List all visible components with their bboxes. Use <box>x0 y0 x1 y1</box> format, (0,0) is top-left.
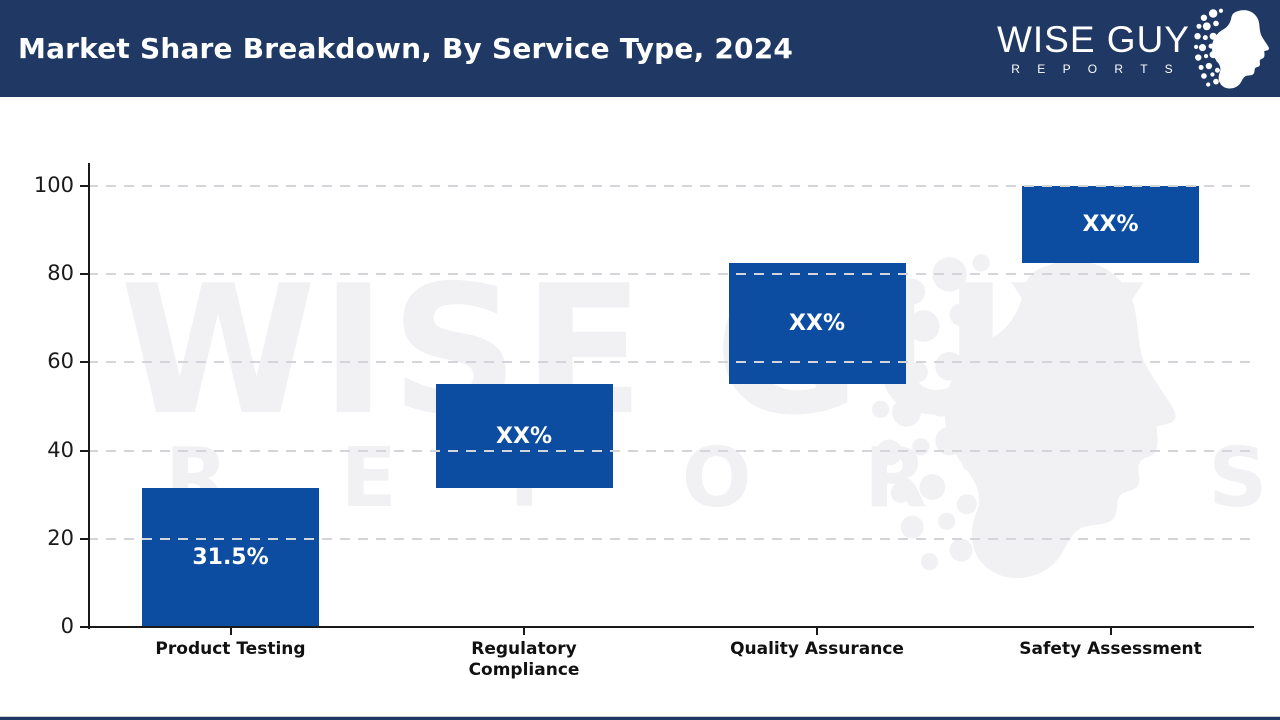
logo-subtitle: R E P O R T S <box>1011 62 1180 76</box>
y-axis-tick-label: 20 <box>47 525 74 550</box>
x-axis-category-label: Product Testing <box>155 639 306 659</box>
x-axis-tick-mark <box>229 628 232 635</box>
bar-segment: XX% <box>728 263 906 385</box>
y-axis-tick-label: 60 <box>47 349 74 374</box>
logo-text: WISE GUY R E P O R T S <box>997 21 1190 76</box>
y-axis-tick-mark <box>80 185 88 187</box>
gridline <box>88 273 1253 276</box>
bar-segment: 31.5% <box>142 488 319 627</box>
x-axis-category-label: Quality Assurance <box>730 639 904 659</box>
y-axis-tick-mark <box>80 361 88 364</box>
logo-face-icon <box>1194 8 1269 89</box>
gridline <box>88 361 1253 364</box>
x-axis-category-label: Safety Assessment <box>1019 639 1202 659</box>
footer-divider <box>0 716 1280 717</box>
header-bar: Market Share Breakdown, By Service Type,… <box>0 0 1280 97</box>
bar-value-label: XX% <box>1082 212 1139 238</box>
y-axis-tick-label: 0 <box>60 614 74 638</box>
y-axis-tick-mark <box>80 537 88 540</box>
y-axis-tick-mark <box>80 273 88 276</box>
page-title: Market Share Breakdown, By Service Type,… <box>18 32 794 65</box>
y-axis-tick-mark <box>80 626 88 628</box>
logo-wordmark: WISE GUY <box>996 19 1190 60</box>
x-axis-tick-mark <box>816 628 818 635</box>
bar-segment: XX% <box>1022 186 1199 264</box>
y-axis-tick-label: 80 <box>47 261 74 286</box>
gridline <box>88 449 1253 452</box>
gridline <box>88 537 1253 540</box>
x-axis-tick-mark <box>1109 628 1112 635</box>
y-axis-tick-label: 40 <box>47 437 74 462</box>
gridline <box>88 185 1253 187</box>
y-axis-tick-label: 100 <box>33 173 74 197</box>
x-axis-line <box>87 626 1254 628</box>
bar-value-label: 31.5% <box>192 545 269 571</box>
footer-bar <box>0 717 1280 720</box>
x-axis-tick-mark <box>523 628 525 635</box>
bar-value-label: XX% <box>496 423 552 449</box>
y-axis-tick-mark <box>80 449 88 452</box>
brand-logo: WISE GUY R E P O R T S <box>997 0 1272 97</box>
y-axis-line <box>88 163 90 629</box>
watermark-face-icon <box>872 254 1176 579</box>
bar-segment: XX% <box>435 384 613 489</box>
x-axis-category-label: Regulatory Compliance <box>468 639 580 681</box>
bar-value-label: XX% <box>789 311 845 337</box>
